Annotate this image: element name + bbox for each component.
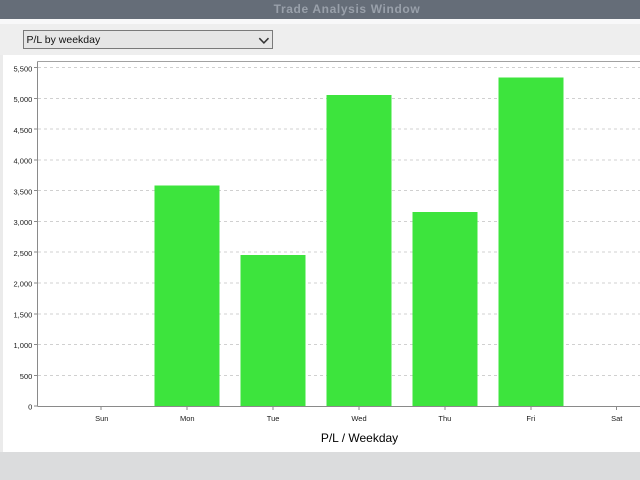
svg-text:Tue: Tue	[267, 414, 280, 423]
svg-text:2,500: 2,500	[14, 249, 33, 258]
svg-text:Wed: Wed	[351, 414, 366, 423]
svg-text:Thu: Thu	[438, 414, 451, 423]
svg-text:Sun: Sun	[95, 414, 108, 423]
svg-text:500: 500	[20, 372, 33, 381]
svg-text:3,500: 3,500	[14, 187, 33, 196]
svg-text:1,500: 1,500	[14, 310, 33, 319]
svg-text:1,000: 1,000	[14, 341, 33, 350]
svg-text:3,000: 3,000	[14, 218, 33, 227]
svg-text:Fri: Fri	[526, 414, 535, 423]
svg-text:Mon: Mon	[180, 414, 195, 423]
svg-text:0: 0	[28, 403, 32, 412]
svg-text:Sat: Sat	[611, 414, 623, 423]
svg-text:5,500: 5,500	[14, 64, 33, 73]
svg-text:5,000: 5,000	[14, 95, 33, 104]
svg-text:4,000: 4,000	[14, 157, 33, 166]
svg-text:2,000: 2,000	[14, 280, 33, 289]
svg-text:P/L / Weekday: P/L / Weekday	[321, 431, 398, 445]
svg-text:4,500: 4,500	[14, 126, 33, 135]
